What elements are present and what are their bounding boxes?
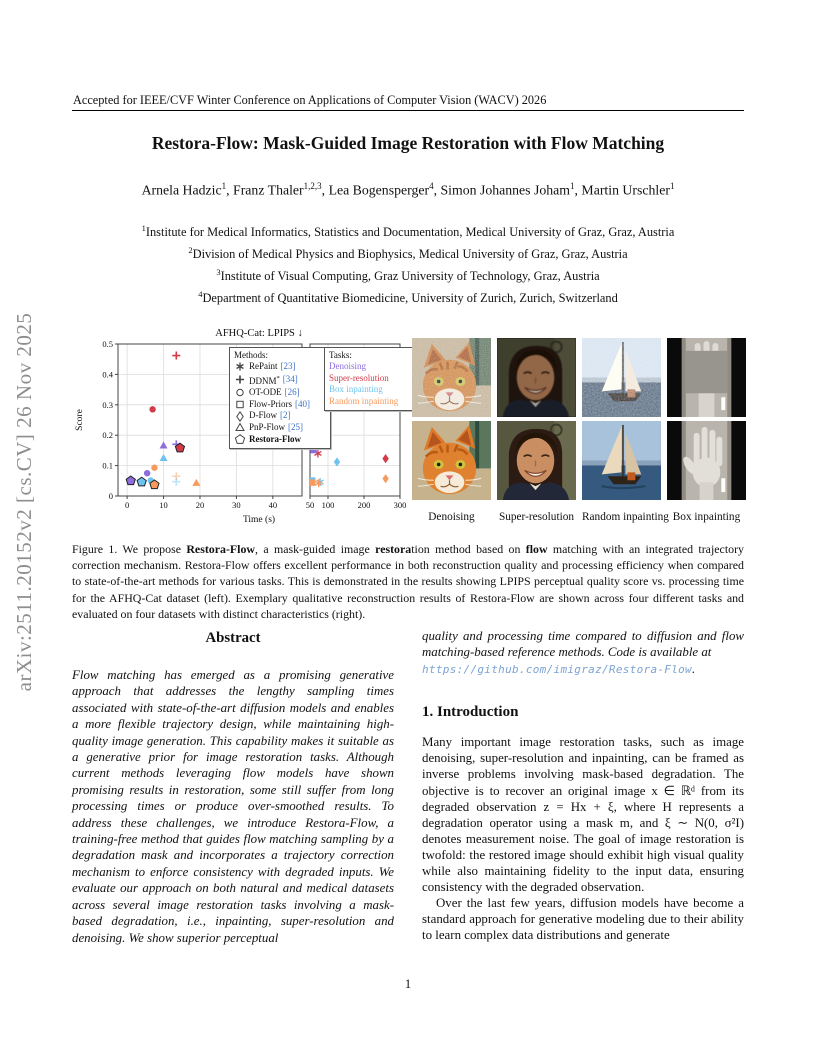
image-grid — [412, 338, 746, 500]
abstract-text: Flow matching has emerged as a promising… — [72, 668, 394, 945]
methods-legend-item: RePaint [23] — [234, 361, 326, 373]
svg-text:0: 0 — [125, 500, 129, 510]
svg-text:40: 40 — [269, 500, 278, 510]
affiliation-list: 1Institute for Medical Informatics, Stat… — [141, 223, 675, 306]
svg-text:0.2: 0.2 — [102, 430, 113, 440]
svg-text:Score: Score — [75, 409, 85, 431]
svg-text:0: 0 — [109, 491, 113, 501]
introduction-paragraph-1: Many important image restoration tasks, … — [422, 735, 744, 895]
svg-text:Time (s): Time (s) — [243, 514, 275, 525]
noisy-cat-image — [412, 338, 491, 417]
svg-text:100: 100 — [322, 500, 335, 510]
methods-legend-item: DDNM* [34] — [234, 373, 326, 388]
noisy-sailboat-image — [582, 338, 661, 417]
lowres-woman-image — [497, 338, 576, 417]
paper-title: Restora-Flow: Mask-Guided Image Restorat… — [151, 133, 665, 153]
methods-legend-title: Methods: — [234, 350, 269, 360]
svg-text:0.1: 0.1 — [102, 461, 113, 471]
svg-text:0.4: 0.4 — [102, 369, 113, 379]
svg-text:10: 10 — [159, 500, 168, 510]
introduction-paragraph-2: Over the last few years, diffusion model… — [422, 896, 744, 943]
svg-text:50: 50 — [306, 500, 315, 510]
task-label-random-inpainting: Random inpainting — [582, 511, 669, 523]
abstract-continuation: quality and processing time compared to … — [422, 628, 744, 678]
methods-legend-item: Flow-Priors [40] — [234, 399, 326, 411]
xray-box-masked-image — [667, 338, 746, 417]
restored-xray-hand-image — [667, 421, 746, 500]
left-column: Abstract Flow matching has emerged as a … — [72, 628, 394, 946]
methods-legend-item: PnP-Flow [25] — [234, 422, 326, 434]
svg-text:300: 300 — [394, 500, 407, 510]
github-link[interactable]: https://github.com/imigraz/Restora-Flow — [422, 662, 692, 676]
task-label-super-resolution: Super-resolution — [498, 511, 575, 523]
header-divider — [72, 110, 744, 111]
svg-text:30: 30 — [232, 500, 241, 510]
methods-legend: Methods: RePaint [23] DDNM* [34] OT-ODE [26] F… — [229, 347, 331, 450]
figure1-images: Denoising Super-resolution Random inpain… — [412, 338, 746, 523]
svg-text:0.3: 0.3 — [102, 400, 113, 410]
svg-text:200: 200 — [358, 500, 371, 510]
methods-legend-item: OT-ODE [26] — [234, 387, 326, 399]
svg-text:0.5: 0.5 — [102, 339, 113, 349]
restored-cat-image — [412, 421, 491, 500]
tasks-legend-rows: Denoising Super-resolution Box inpainting R… — [329, 361, 415, 407]
restored-sailboat-image — [582, 421, 661, 500]
figure1-caption: Figure 1. We propose Restora-Flow, a mas… — [72, 542, 744, 621]
restored-woman-image — [497, 421, 576, 500]
tasks-legend: Tasks: Denoising Super-resolution Box inpa… — [324, 347, 420, 412]
svg-text:20: 20 — [196, 500, 205, 510]
acceptance-notice: Accepted for IEEE/CVF Winter Conference … — [73, 93, 547, 107]
tasks-legend-title: Tasks: — [329, 350, 352, 360]
introduction-heading: 1. Introduction — [422, 704, 519, 721]
abstract-heading: Abstract — [205, 630, 261, 646]
link-period: . — [691, 661, 696, 676]
right-column: quality and processing time compared to … — [422, 628, 744, 943]
methods-legend-item: D-Flow [2] — [234, 410, 326, 422]
methods-legend-rows: RePaint [23] DDNM* [34] OT-ODE [26] Flow-Prior… — [234, 361, 326, 445]
code-link-line: https://github.com/imigraz/Restora-Flow. — [422, 661, 744, 678]
author-line: Arnela Hadzic1, Franz Thaler1,2,3, Lea B… — [141, 181, 675, 198]
task-label-box-inpainting: Box inpainting — [672, 511, 741, 523]
task-label-denoising: Denoising — [428, 511, 475, 523]
arxiv-watermark: arXiv:2511.20152v2 [cs.CV] 26 Nov 2025 — [12, 312, 36, 692]
tasks-legend-item: Super-resolution — [329, 372, 389, 383]
tasks-legend-item: Box inpainting — [329, 384, 383, 395]
tasks-legend-item: Random inpainting — [329, 395, 399, 406]
tasks-legend-item: Denoising — [329, 361, 366, 371]
methods-legend-item: Restora-Flow — [234, 434, 326, 446]
page-number: 1 — [404, 977, 412, 991]
svg-text:AFHQ-Cat: LPIPS ↓: AFHQ-Cat: LPIPS ↓ — [215, 328, 303, 339]
task-labels: Denoising Super-resolution Random inpain… — [412, 511, 746, 523]
figure1-chart: 0 0.1 0.2 0.3 0.4 0.5 0 10 20 30 40 50 100 200 300 AFHQ… — [70, 324, 420, 530]
